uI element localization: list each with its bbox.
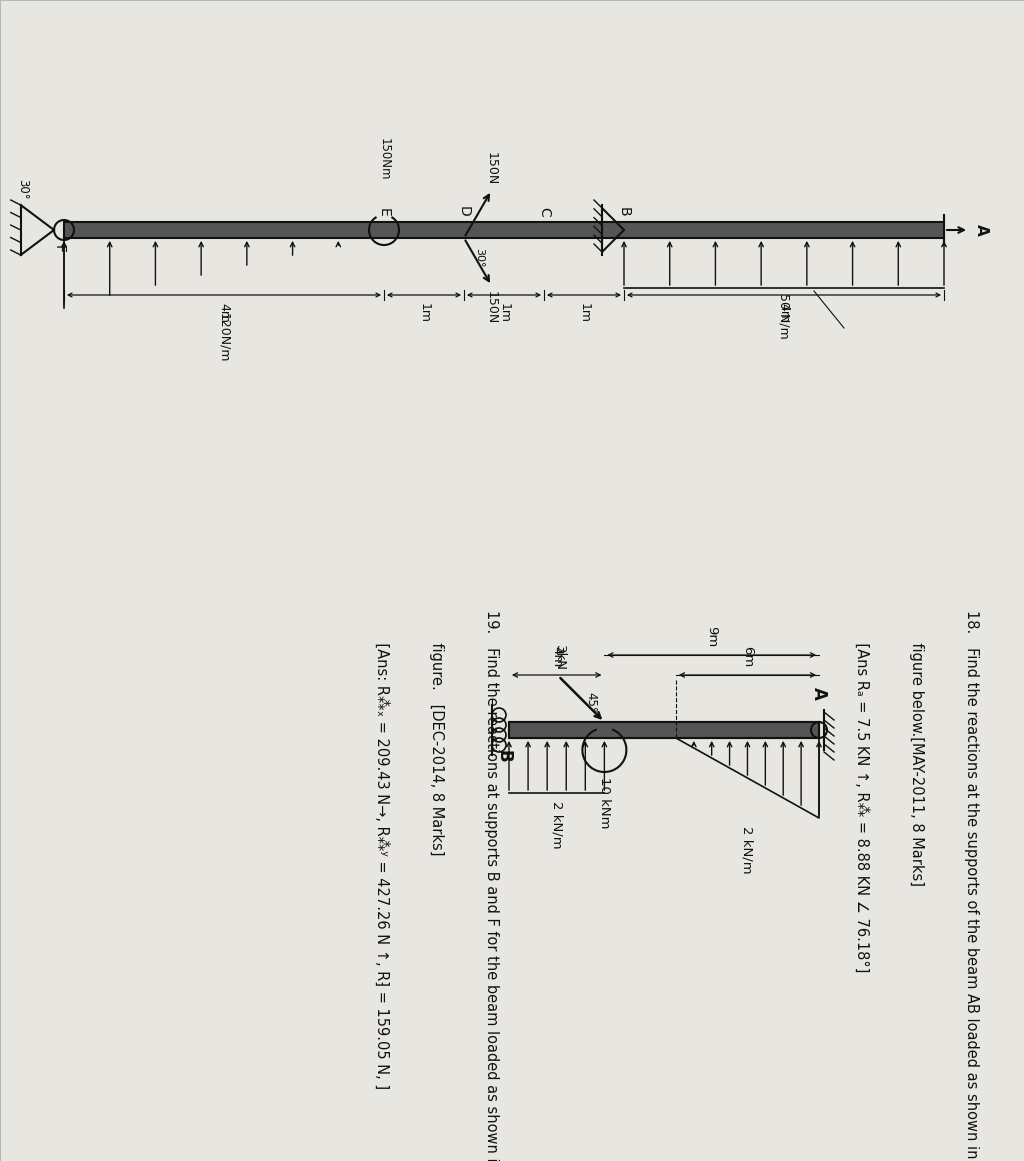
Text: 4m: 4m <box>777 303 791 323</box>
Text: 10 kNm: 10 kNm <box>598 777 611 829</box>
Text: 4m: 4m <box>550 646 563 668</box>
Text: 30°: 30° <box>474 248 484 267</box>
Text: B: B <box>617 208 631 217</box>
Text: 19.   Find the reactions at supports B and F for the beam loaded as shown in the: 19. Find the reactions at supports B and… <box>484 610 499 1161</box>
Text: 50 N/m: 50 N/m <box>777 293 791 339</box>
Text: 1m: 1m <box>578 303 591 323</box>
Text: 1m: 1m <box>418 303 430 323</box>
Text: 1m: 1m <box>498 303 511 323</box>
Text: 120N/m: 120N/m <box>217 313 230 362</box>
Text: figure below.[MAY-2011, 8 Marks]: figure below.[MAY-2011, 8 Marks] <box>909 610 924 886</box>
Text: 150N: 150N <box>485 152 498 186</box>
Text: F: F <box>52 245 66 253</box>
Text: D: D <box>457 207 471 217</box>
Text: E: E <box>377 208 391 217</box>
Text: 2 kN/m: 2 kN/m <box>550 801 563 849</box>
Text: [Ans: R⁂ₓ = 209.43 N→, R⁂ʸ = 427.26 N ↑, R⁆ = 159.05 N, ]: [Ans: R⁂ₓ = 209.43 N→, R⁂ʸ = 427.26 N ↑,… <box>374 610 389 1089</box>
Text: A: A <box>974 224 989 236</box>
Text: 45°: 45° <box>585 692 597 713</box>
Text: 6m: 6m <box>741 646 754 668</box>
Text: 150N: 150N <box>485 290 498 324</box>
Text: 150Nm: 150Nm <box>378 137 390 180</box>
Text: C: C <box>537 208 551 217</box>
Text: figure.   [DEC-2014, 8 Marks]: figure. [DEC-2014, 8 Marks] <box>429 610 444 856</box>
Text: [Ans Rₐ = 7.5 KN ↑, R⁂ = 8.88 KN ∠ 76.18°]: [Ans Rₐ = 7.5 KN ↑, R⁂ = 8.88 KN ∠ 76.18… <box>854 610 869 973</box>
Polygon shape <box>63 222 944 238</box>
Text: 9m: 9m <box>706 626 718 647</box>
Text: 4m: 4m <box>217 303 230 323</box>
Text: 3kN: 3kN <box>553 646 566 671</box>
Polygon shape <box>509 722 819 738</box>
Text: A: A <box>810 687 828 700</box>
Text: 2 kN/m: 2 kN/m <box>741 825 754 873</box>
Text: 30°: 30° <box>15 180 29 200</box>
Text: 18.   Find the reactions at the supports of the beam AB loaded as shown in the: 18. Find the reactions at the supports o… <box>964 610 979 1161</box>
Text: B: B <box>495 750 513 763</box>
